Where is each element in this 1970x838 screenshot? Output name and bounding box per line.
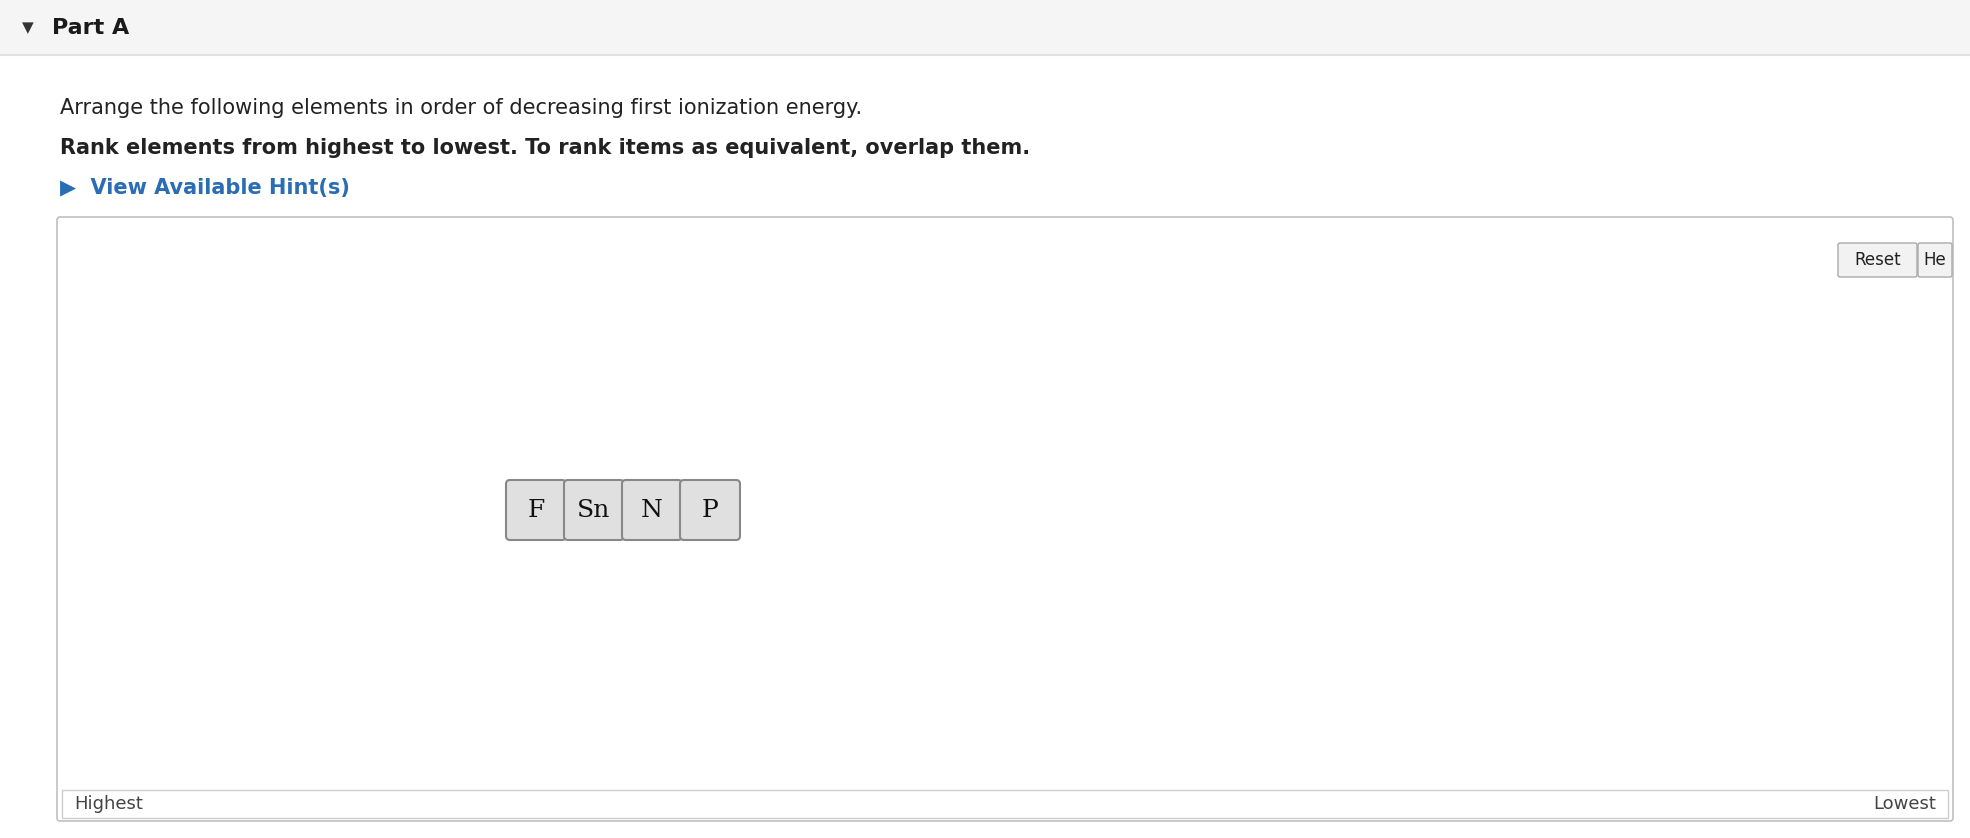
Text: He: He	[1923, 251, 1946, 269]
Text: ▼: ▼	[22, 20, 33, 35]
Text: Rank elements from highest to lowest. To rank items as equivalent, overlap them.: Rank elements from highest to lowest. To…	[59, 138, 1030, 158]
Text: Highest: Highest	[75, 795, 144, 813]
FancyBboxPatch shape	[563, 480, 624, 540]
FancyBboxPatch shape	[1919, 243, 1952, 277]
FancyBboxPatch shape	[0, 0, 1970, 55]
FancyBboxPatch shape	[1838, 243, 1917, 277]
Text: Part A: Part A	[51, 18, 130, 38]
FancyBboxPatch shape	[57, 217, 1952, 821]
FancyBboxPatch shape	[506, 480, 565, 540]
FancyBboxPatch shape	[61, 790, 1948, 818]
Text: P: P	[701, 499, 719, 521]
Text: Lowest: Lowest	[1873, 795, 1937, 813]
Text: F: F	[528, 499, 544, 521]
Text: ▶  View Available Hint(s): ▶ View Available Hint(s)	[59, 178, 351, 198]
Text: Arrange the following elements in order of decreasing first ionization energy.: Arrange the following elements in order …	[59, 98, 863, 118]
FancyBboxPatch shape	[623, 480, 682, 540]
Text: Sn: Sn	[577, 499, 611, 521]
Text: N: N	[640, 499, 664, 521]
FancyBboxPatch shape	[680, 480, 741, 540]
Text: Reset: Reset	[1854, 251, 1901, 269]
